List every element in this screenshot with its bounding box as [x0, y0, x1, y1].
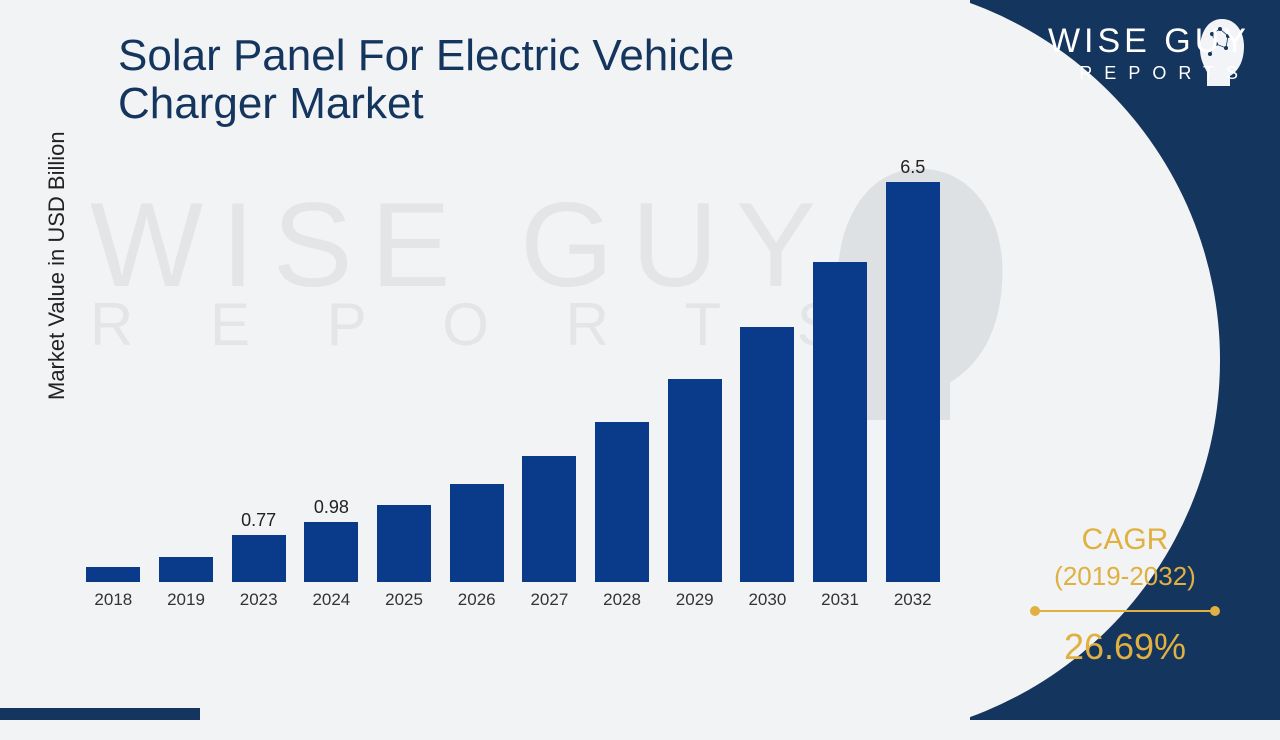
x-tick-label: 2028 — [595, 590, 650, 610]
x-axis-labels: 2018 2019 2023 2024 2025 2026 2027 2028 2029 2030… — [80, 590, 940, 610]
cagr-box: CAGR (2019-2032) 26.69% — [1010, 523, 1240, 668]
bar — [813, 262, 867, 582]
bar-chart: 0.77 0.98 6.5 2018 2019 2023 2024 2025 2026 2027… — [80, 170, 940, 610]
bar — [159, 557, 213, 582]
bottom-accent-bar — [0, 708, 200, 720]
bar — [668, 379, 722, 582]
x-tick-label: 2032 — [885, 590, 940, 610]
bar — [740, 327, 794, 582]
bar-wrap: 6.5 — [885, 182, 940, 582]
bars-container: 0.77 0.98 6.5 — [80, 182, 940, 582]
x-tick-label: 2027 — [522, 590, 577, 610]
brand-logo: WISE GUY REPORTS — [1048, 22, 1250, 84]
bar-wrap: 0.98 — [304, 182, 359, 582]
bar-wrap — [86, 182, 141, 582]
y-axis-label: Market Value in USD Billion — [44, 131, 70, 400]
bar — [232, 535, 286, 582]
cagr-label: CAGR — [1010, 523, 1240, 557]
bar-wrap: 0.77 — [231, 182, 286, 582]
x-tick-label: 2023 — [231, 590, 286, 610]
bar — [377, 505, 431, 582]
x-tick-label: 2019 — [159, 590, 214, 610]
title-line1: Solar Panel For Electric Vehicle — [118, 31, 734, 80]
bar — [86, 567, 140, 582]
bar — [522, 456, 576, 582]
bar-wrap — [813, 182, 868, 582]
bar-wrap — [159, 182, 214, 582]
x-tick-label: 2026 — [449, 590, 504, 610]
x-tick-label: 2025 — [377, 590, 432, 610]
logo-line2: REPORTS — [1048, 63, 1250, 84]
bar — [595, 422, 649, 582]
bar-wrap — [667, 182, 722, 582]
bar-wrap — [522, 182, 577, 582]
bar-value-label: 6.5 — [900, 157, 925, 178]
x-tick-label: 2018 — [86, 590, 141, 610]
cagr-divider — [1035, 610, 1215, 612]
bar-value-label: 0.98 — [314, 497, 349, 518]
bar-wrap — [740, 182, 795, 582]
bar — [450, 484, 504, 582]
x-tick-label: 2029 — [667, 590, 722, 610]
bar-wrap — [449, 182, 504, 582]
bar-wrap — [595, 182, 650, 582]
x-tick-label: 2031 — [813, 590, 868, 610]
bar — [886, 182, 940, 582]
logo-line1: WISE GUY — [1048, 22, 1250, 61]
bar — [304, 522, 358, 582]
x-tick-label: 2024 — [304, 590, 359, 610]
cagr-years: (2019-2032) — [1010, 561, 1240, 592]
x-tick-label: 2030 — [740, 590, 795, 610]
cagr-value: 26.69% — [1010, 626, 1240, 668]
bar-wrap — [377, 182, 432, 582]
chart-title: Solar Panel For Electric Vehicle Charger… — [118, 32, 734, 129]
title-line2: Charger Market — [118, 79, 424, 128]
bar-value-label: 0.77 — [241, 510, 276, 531]
